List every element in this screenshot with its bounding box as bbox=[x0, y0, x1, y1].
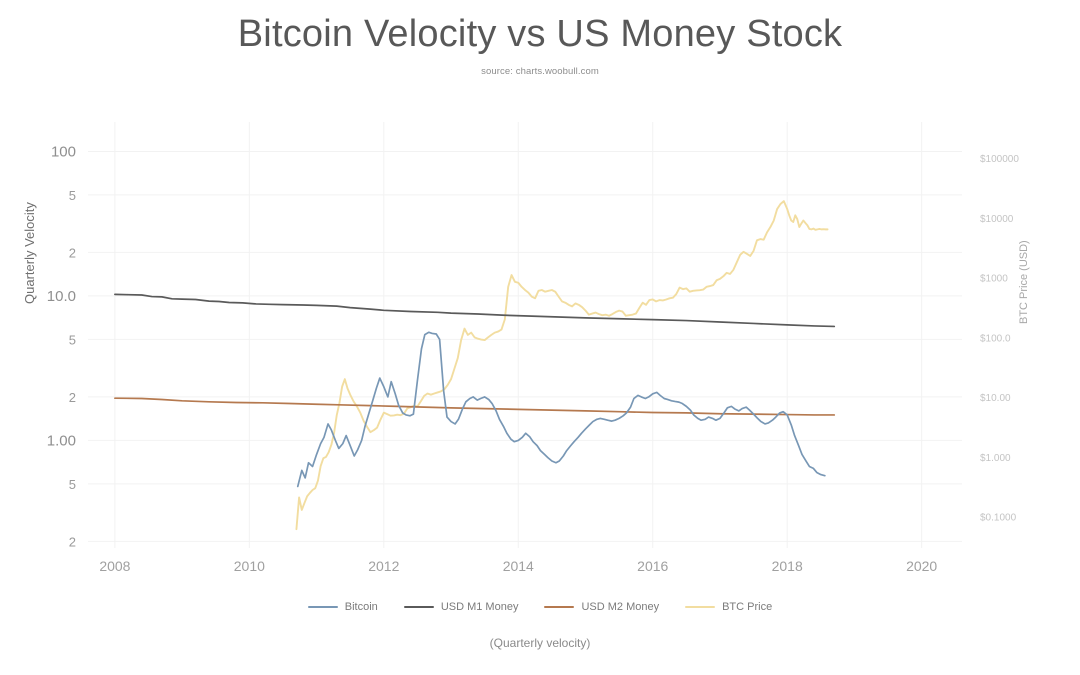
y-axis-left-tick-label: 5 bbox=[69, 188, 76, 203]
x-axis-tick-label: 2016 bbox=[637, 558, 668, 574]
legend-swatch-icon bbox=[307, 606, 338, 608]
chart-source-subtitle: source: charts.woobull.com bbox=[481, 66, 599, 77]
series-line-btc-price bbox=[295, 200, 829, 531]
legend-item-btc-price[interactable]: BTC Price bbox=[685, 601, 772, 613]
legend-item-usd-m2-money[interactable]: USD M2 Money bbox=[544, 601, 659, 613]
y-axis-left-tick-label: 2 bbox=[69, 390, 76, 405]
chart-footer-note: (Quarterly velocity) bbox=[489, 636, 591, 650]
legend-swatch-icon bbox=[544, 606, 575, 608]
y-axis-left-tick-label: 1.00 bbox=[47, 432, 76, 449]
x-axis-tick-label: 2014 bbox=[503, 558, 534, 574]
y-axis-right-tick-label: $1000 bbox=[980, 274, 1008, 285]
x-axis-tick-label: 2008 bbox=[99, 558, 130, 574]
legend-swatch-icon bbox=[685, 606, 716, 608]
series-line-bitcoin bbox=[296, 331, 826, 488]
legend-item-label: USD M2 Money bbox=[581, 601, 660, 613]
legend-item-usd-m1-money[interactable]: USD M1 Money bbox=[403, 601, 519, 613]
series-lines bbox=[114, 200, 836, 531]
x-axis-tick-label: 2018 bbox=[772, 558, 803, 574]
y-axis-left-ticks: 100 5 2 10.0 5 2 1.00 5 2 bbox=[47, 143, 76, 549]
y-axis-right-tick-label: $10.00 bbox=[980, 393, 1011, 404]
y-axis-left-tick-label: 5 bbox=[69, 477, 76, 492]
y-axis-left-tick-label: 2 bbox=[69, 534, 76, 549]
series-line-usd-m1-money bbox=[114, 293, 836, 328]
series-line-usd-m2-money bbox=[114, 397, 836, 416]
gridlines bbox=[88, 122, 962, 548]
y-axis-right-tick-label: $100.0 bbox=[980, 333, 1011, 344]
x-axis-ticks: 2008 2010 2012 2014 2016 2018 2020 bbox=[99, 558, 937, 574]
chart-legend: Bitcoin USD M1 Money USD M2 Money BTC Price bbox=[0, 601, 1080, 613]
page-title: Bitcoin Velocity vs US Money Stock bbox=[237, 13, 843, 55]
x-axis-tick-label: 2010 bbox=[234, 558, 265, 574]
y-axis-left-tick-label: 100 bbox=[51, 143, 76, 160]
legend-item-label: Bitcoin bbox=[344, 601, 378, 613]
y-axis-right-tick-label: $10000 bbox=[980, 214, 1014, 225]
x-axis-tick-label: 2012 bbox=[368, 558, 399, 574]
legend-swatch-icon bbox=[403, 606, 434, 608]
y-axis-left-tick-label: 5 bbox=[69, 332, 76, 347]
legend-item-bitcoin[interactable]: Bitcoin bbox=[307, 601, 378, 613]
legend-item-label: USD M1 Money bbox=[440, 601, 519, 613]
y-axis-right-ticks: $100000 $10000 $1000 $100.0 $10.00 $1.000 $0.1… bbox=[980, 154, 1019, 524]
x-axis-tick-label: 2020 bbox=[906, 558, 937, 574]
y-axis-left-tick-label: 2 bbox=[69, 245, 76, 260]
y-axis-right-tick-label: $100000 bbox=[980, 154, 1019, 165]
y-axis-right-tick-label: $1.000 bbox=[980, 453, 1011, 464]
y-axis-left-tick-label: 10.0 bbox=[47, 288, 76, 305]
y-axis-right-tick-label: $0.1000 bbox=[980, 513, 1017, 524]
legend-item-label: BTC Price bbox=[722, 601, 773, 613]
